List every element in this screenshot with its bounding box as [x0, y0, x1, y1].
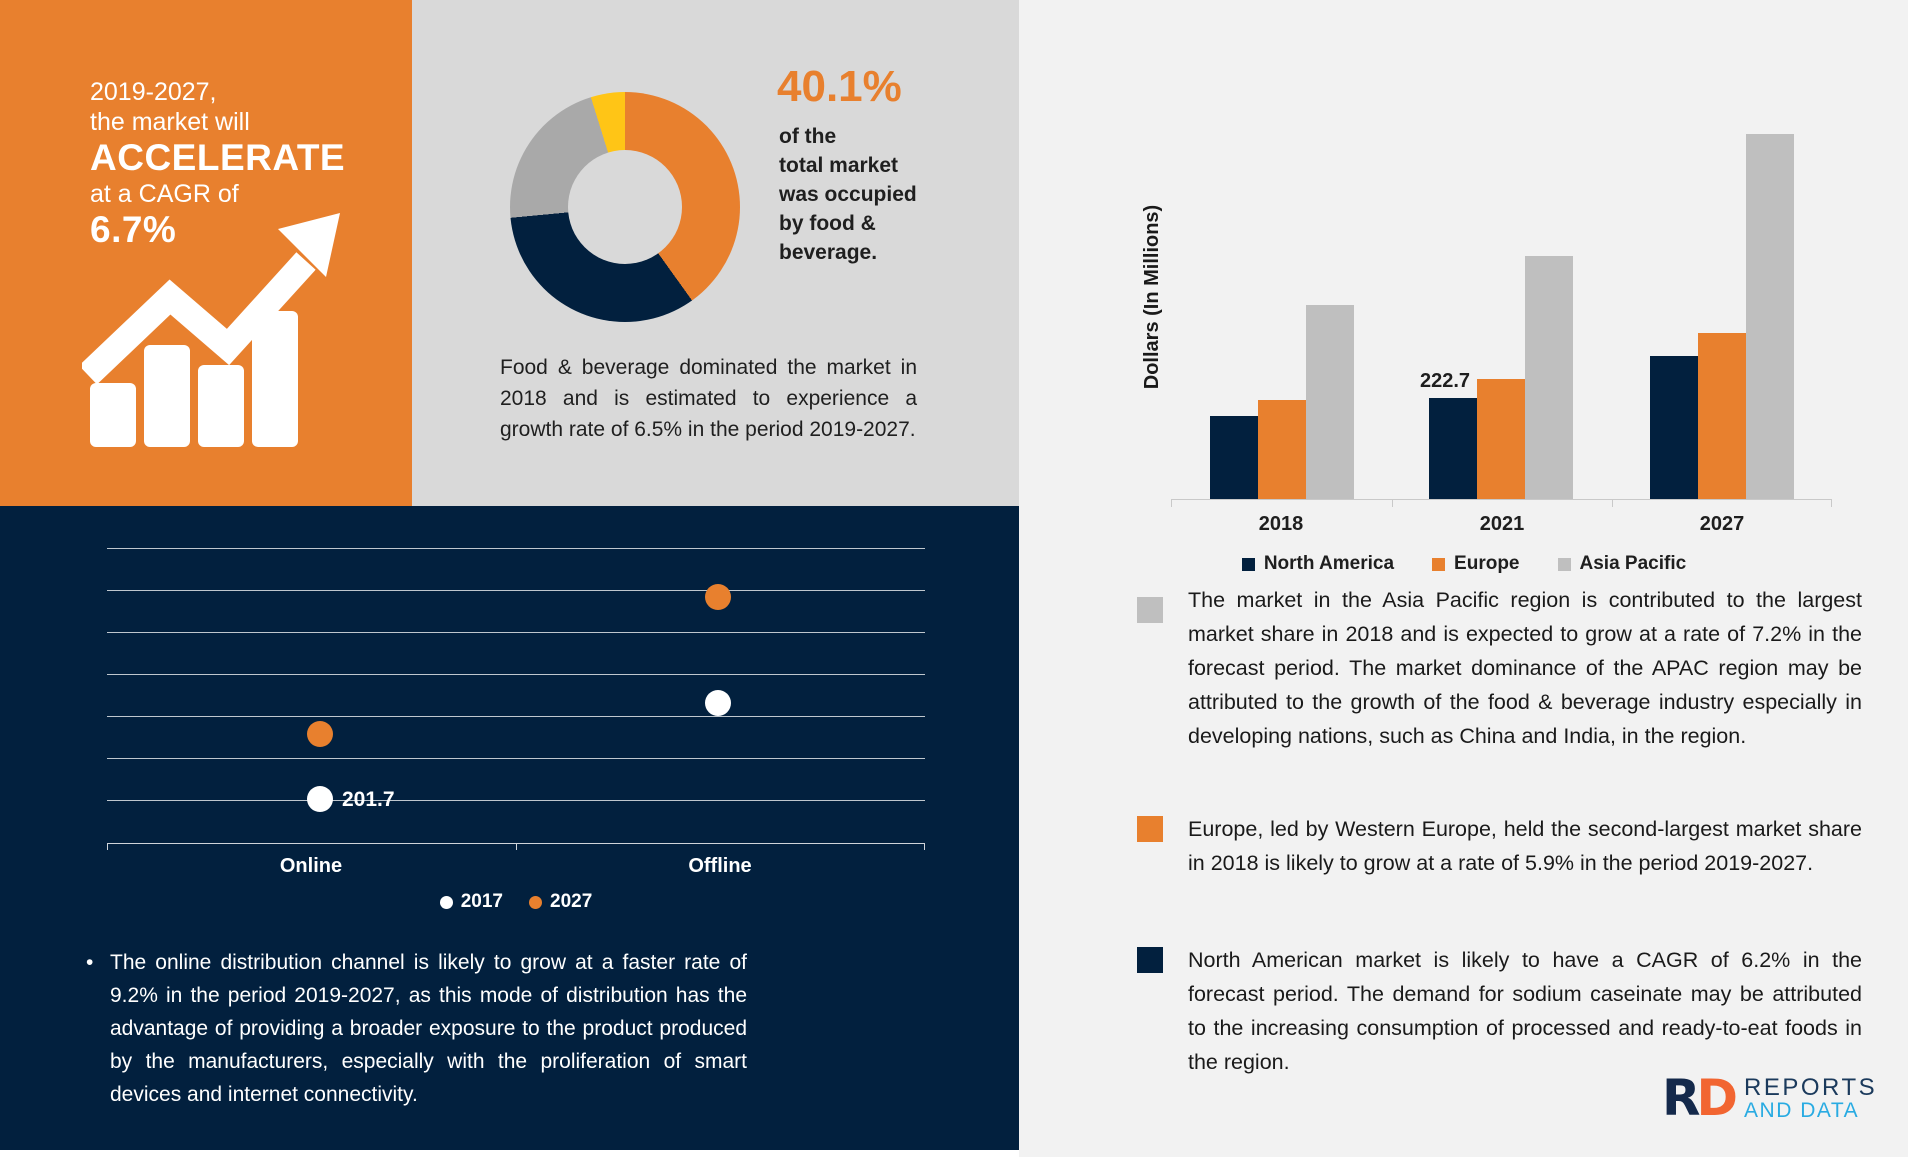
legend-item-north-america: North America	[1241, 553, 1394, 575]
reports-and-data-logo: RD REPORTS AND DATA	[1662, 1069, 1878, 1127]
dot-2017-offline	[705, 690, 731, 717]
legend-item-asia-pacific: Asia Pacific	[1557, 553, 1686, 575]
headline-text: the market will	[90, 107, 250, 136]
dot-plot-gridline	[107, 632, 925, 633]
dot-plot-category-offline: Offline	[688, 855, 752, 877]
bar-europe-2027	[1698, 333, 1746, 499]
bar-asia-pacific-2027	[1746, 134, 1794, 499]
dot-2027-offline	[705, 583, 731, 610]
note-north-america: North American market is likely to have …	[1188, 948, 1862, 1074]
bar-chart-y-axis-label: Dollars (In Millions)	[1141, 204, 1163, 390]
bar-chart-axis	[1171, 499, 1832, 500]
dot-plot-gridline	[107, 800, 925, 801]
legend-item-2027: 2027	[529, 891, 592, 913]
donut-hole	[568, 150, 682, 264]
dot-plot-gridline	[107, 758, 925, 759]
bar-data-label: 222.7	[1420, 370, 1471, 392]
dot-2017-online	[307, 785, 333, 812]
dot-plot-value-label: 201.7	[342, 788, 395, 811]
donut-stat-value: 40.1%	[777, 62, 902, 111]
legend-dot-2027	[529, 895, 542, 909]
headline-block: 2019-2027, the market will ACCELERATE at…	[90, 78, 345, 252]
note-swatch-north-america	[1137, 947, 1163, 973]
distribution-bullet: The online distribution channel is likel…	[86, 946, 747, 1111]
donut-stat-caption: of the total market was occupied by food…	[779, 125, 917, 264]
headline-period: 2019-2027,	[90, 78, 217, 106]
dot-plot-gridline	[107, 674, 925, 675]
dot-plot-gridline	[107, 548, 925, 549]
dot-plot-gridline	[107, 590, 925, 591]
dot-plot-legend: 2017 2027	[107, 891, 925, 913]
logo-text: REPORTS AND DATA	[1744, 1073, 1878, 1122]
bar-category-2021: 2021	[1479, 513, 1525, 535]
note-europe: Europe, led by Western Europe, held the …	[1188, 817, 1862, 875]
bar-chart-legend: North America Europe Asia Pacific	[1120, 553, 1808, 575]
bottom-divider	[0, 1150, 1019, 1157]
bar-north-america-2027	[1650, 356, 1698, 499]
note-swatch-europe	[1137, 816, 1163, 842]
legend-item-2017: 2017	[439, 891, 503, 913]
headline-cagr-text: at a CAGR of	[90, 179, 239, 208]
legend-dot-2017	[439, 895, 453, 909]
legend-swatch-north-america	[1241, 557, 1255, 571]
dot-plot-gridline	[107, 716, 925, 717]
bar-category-2018: 2018	[1258, 513, 1304, 535]
note-asia-pacific: The market in the Asia Pacific region is…	[1188, 588, 1862, 748]
bar-north-america-2021	[1429, 398, 1477, 499]
note-swatch-asia-pacific	[1137, 597, 1163, 623]
bar-asia-pacific-2021	[1525, 256, 1573, 499]
growth-chart-arrow-icon	[82, 213, 340, 447]
bar-north-america-2018	[1210, 416, 1258, 499]
legend-item-europe: Europe	[1432, 553, 1520, 575]
legend-swatch-asia-pacific	[1557, 557, 1571, 571]
dot-2027-online	[307, 721, 333, 748]
bar-category-2027: 2027	[1699, 513, 1745, 535]
donut-paragraph: Food & beverage dominated the market in …	[500, 356, 917, 441]
legend-swatch-europe	[1432, 557, 1446, 571]
bar-europe-2018	[1258, 400, 1306, 499]
headline-accelerate: ACCELERATE	[90, 137, 346, 178]
bar-asia-pacific-2018	[1306, 305, 1354, 499]
headline-cagr-value: 6.7%	[90, 209, 177, 251]
dot-plot-category-online: Online	[279, 855, 343, 877]
logo-monogram-icon: RD	[1662, 1069, 1738, 1127]
bar-europe-2021	[1477, 379, 1525, 499]
